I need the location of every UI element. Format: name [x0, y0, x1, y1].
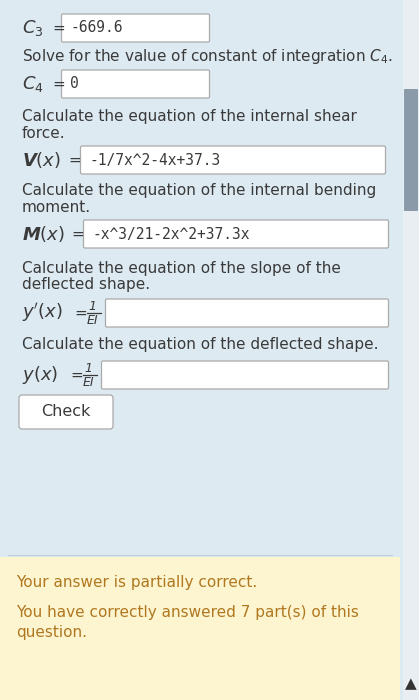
Text: $C_3$: $C_3$ [22, 18, 44, 38]
Text: question.: question. [16, 624, 87, 640]
Text: Calculate the equation of the deflected shape.: Calculate the equation of the deflected … [22, 337, 378, 353]
Text: =: = [52, 20, 65, 36]
FancyBboxPatch shape [19, 395, 113, 429]
Text: 1: 1 [84, 363, 92, 375]
Text: =: = [52, 76, 65, 92]
Text: You have correctly answered 7 part(s) of this: You have correctly answered 7 part(s) of… [16, 605, 359, 620]
Text: Your answer is partially correct.: Your answer is partially correct. [16, 575, 257, 589]
Text: Solve for the value of constant of integration $C_4$.: Solve for the value of constant of integ… [22, 46, 393, 66]
Text: 0: 0 [70, 76, 79, 92]
FancyBboxPatch shape [101, 361, 388, 389]
FancyBboxPatch shape [403, 0, 419, 700]
Text: deflected shape.: deflected shape. [22, 277, 150, 293]
Text: $C_4$: $C_4$ [22, 74, 44, 94]
FancyBboxPatch shape [83, 220, 388, 248]
Text: Calculate the equation of the internal bending: Calculate the equation of the internal b… [22, 183, 376, 197]
Text: ▲: ▲ [405, 676, 417, 692]
Text: EI: EI [87, 314, 98, 326]
Text: =: = [71, 227, 84, 242]
FancyBboxPatch shape [62, 70, 209, 98]
FancyBboxPatch shape [62, 14, 209, 42]
Text: =: = [74, 305, 87, 321]
Text: moment.: moment. [22, 199, 91, 214]
Text: -x^3/21-2x^2+37.3x: -x^3/21-2x^2+37.3x [92, 227, 249, 242]
Text: 1: 1 [88, 300, 96, 314]
Text: force.: force. [22, 127, 66, 141]
FancyBboxPatch shape [80, 146, 385, 174]
FancyBboxPatch shape [404, 89, 418, 211]
Text: =: = [68, 153, 81, 167]
Text: Calculate the equation of the internal shear: Calculate the equation of the internal s… [22, 109, 357, 125]
FancyBboxPatch shape [0, 0, 400, 555]
Text: Calculate the equation of the slope of the: Calculate the equation of the slope of t… [22, 260, 341, 276]
FancyBboxPatch shape [106, 299, 388, 327]
FancyBboxPatch shape [0, 557, 400, 700]
Text: $\mathbfit{M}(x)$: $\mathbfit{M}(x)$ [22, 224, 65, 244]
Text: $y'(x)$: $y'(x)$ [22, 302, 63, 325]
Text: $\mathbfit{V}(x)$: $\mathbfit{V}(x)$ [22, 150, 61, 170]
Text: -669.6: -669.6 [70, 20, 122, 36]
Text: =: = [70, 368, 83, 382]
Text: Check: Check [41, 405, 91, 419]
Text: EI: EI [83, 375, 95, 389]
Text: -1/7x^2-4x+37.3: -1/7x^2-4x+37.3 [89, 153, 220, 167]
Text: $y(x)$: $y(x)$ [22, 364, 58, 386]
